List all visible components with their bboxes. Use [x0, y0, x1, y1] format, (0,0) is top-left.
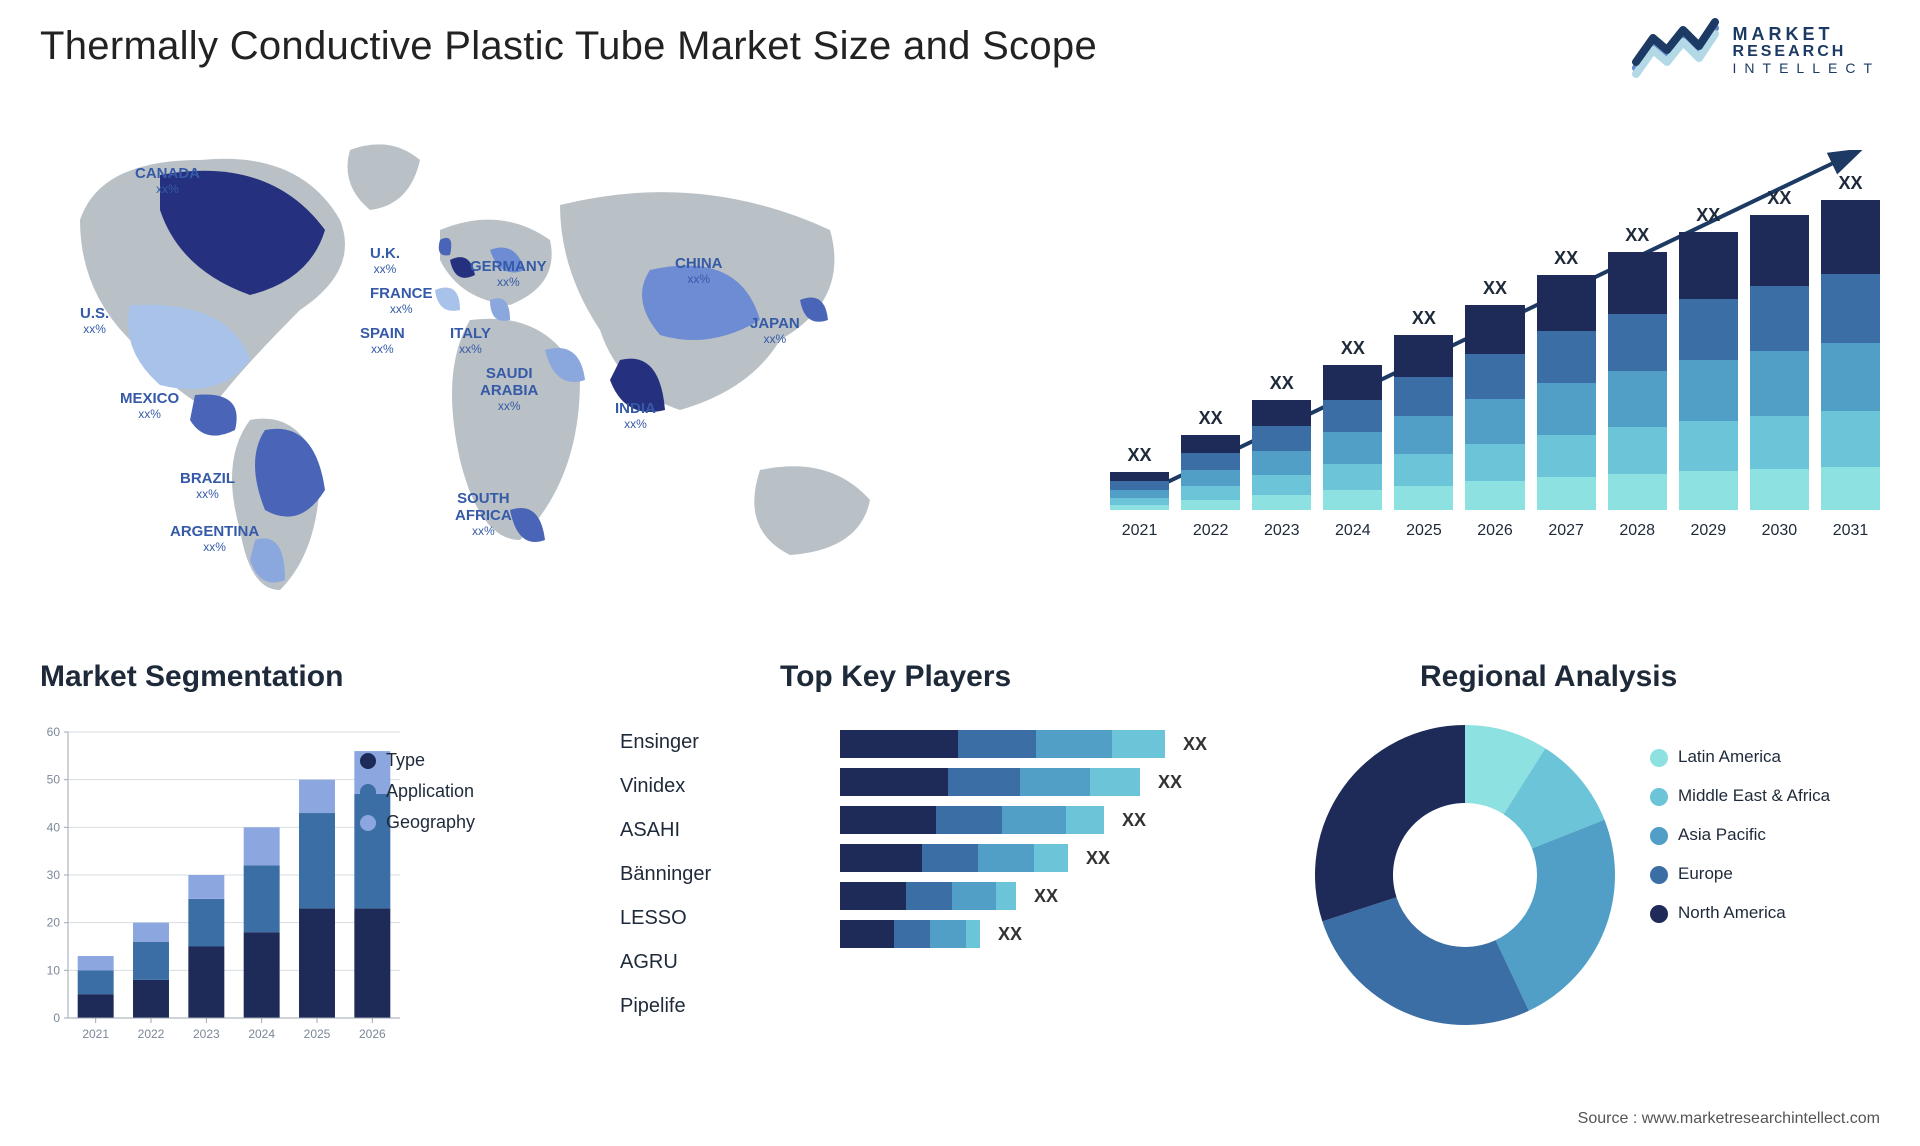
- player-bar-row: XX: [840, 844, 1270, 872]
- player-name: Ensinger: [620, 720, 795, 764]
- player-name: Bänninger: [620, 852, 795, 896]
- map-label: U.S.xx%: [80, 305, 109, 336]
- regional-donut: [1300, 710, 1630, 1040]
- map-label: ARGENTINAxx%: [170, 523, 259, 554]
- segmentation-chart: 0 10 20 30 40 50 60 2021 2022 2023 2024 2025 2026: [30, 720, 410, 1060]
- map-label: SOUTHAFRICAxx%: [455, 490, 512, 538]
- map-label: SPAINxx%: [360, 325, 405, 356]
- map-label: BRAZILxx%: [180, 470, 235, 501]
- growth-bar: XX2025: [1394, 308, 1453, 540]
- growth-bar: XX2021: [1110, 445, 1169, 540]
- legend-item: Latin America: [1650, 746, 1830, 769]
- brand-line2: RESEARCH: [1733, 44, 1880, 61]
- player-name: Pipelife: [620, 984, 795, 1028]
- world-map: CANADAxx% U.S.xx% MEXICOxx% BRAZILxx% ARGENT…: [40, 110, 960, 610]
- player-bar-row: XX: [840, 730, 1270, 758]
- source-line: Source : www.marketresearchintellect.com: [1578, 1110, 1880, 1128]
- map-label: SAUDIARABIAxx%: [480, 365, 538, 413]
- legend-item: Application: [360, 781, 475, 802]
- svg-text:2022: 2022: [138, 1027, 165, 1041]
- legend-item: Type: [360, 750, 475, 771]
- map-label: INDIAxx%: [615, 400, 656, 431]
- svg-text:20: 20: [47, 916, 61, 930]
- key-players-heading: Top Key Players: [780, 660, 1011, 694]
- player-name: ASAHI: [620, 808, 795, 852]
- growth-bar: XX2030: [1750, 188, 1809, 540]
- map-label: JAPANxx%: [750, 315, 800, 346]
- legend-item: Europe: [1650, 863, 1830, 886]
- svg-text:30: 30: [47, 868, 61, 882]
- svg-text:10: 10: [47, 963, 61, 977]
- brand-line3: INTELLECT: [1733, 61, 1880, 76]
- player-name: Vinidex: [620, 764, 795, 808]
- svg-text:60: 60: [47, 725, 61, 739]
- svg-text:2021: 2021: [82, 1027, 109, 1041]
- growth-bar: XX2026: [1465, 278, 1524, 540]
- regional-heading: Regional Analysis: [1420, 660, 1677, 694]
- key-players-bars: XX XX XX XX XX XX: [840, 720, 1270, 958]
- player-bar-row: XX: [840, 882, 1270, 910]
- legend-item: Middle East & Africa: [1650, 785, 1830, 808]
- map-label: MEXICOxx%: [120, 390, 179, 421]
- svg-text:2025: 2025: [304, 1027, 331, 1041]
- segmentation-legend: Type Application Geography: [360, 740, 475, 843]
- svg-text:0: 0: [53, 1011, 60, 1025]
- player-bar-row: XX: [840, 768, 1270, 796]
- growth-bar: XX2029: [1679, 205, 1738, 540]
- player-bar-row: XX: [840, 806, 1270, 834]
- map-label: GERMANYxx%: [470, 258, 547, 289]
- legend-item: Geography: [360, 812, 475, 833]
- svg-text:2023: 2023: [193, 1027, 220, 1041]
- svg-text:2026: 2026: [359, 1027, 386, 1041]
- legend-item: Asia Pacific: [1650, 824, 1830, 847]
- map-label: ITALYxx%: [450, 325, 491, 356]
- growth-bar: XX2027: [1537, 248, 1596, 540]
- page-title: Thermally Conductive Plastic Tube Market…: [40, 24, 1097, 69]
- regional-legend: Latin America Middle East & Africa Asia Pa…: [1650, 730, 1830, 941]
- svg-text:2024: 2024: [248, 1027, 275, 1041]
- map-label: FRANCExx%: [370, 285, 433, 316]
- player-name: LESSO: [620, 896, 795, 940]
- brand-mark-icon: [1631, 18, 1721, 82]
- player-name: AGRU: [620, 940, 795, 984]
- growth-bar: XX2028: [1608, 225, 1667, 540]
- svg-text:50: 50: [47, 773, 61, 787]
- map-label: CANADAxx%: [135, 165, 200, 196]
- map-label: CHINAxx%: [675, 255, 723, 286]
- growth-bar: XX2024: [1323, 338, 1382, 540]
- growth-bar: XX2031: [1821, 173, 1880, 540]
- segmentation-heading: Market Segmentation: [40, 660, 343, 694]
- brand-line1: MARKET: [1733, 25, 1880, 44]
- legend-item: North America: [1650, 902, 1830, 925]
- key-players-list: EnsingerVinidexASAHIBänningerLESSOAGRUPi…: [620, 720, 795, 1028]
- map-label: U.K.xx%: [370, 245, 400, 276]
- growth-chart: XX2021XX2022XX2023XX2024XX2025XX2026XX20…: [1110, 150, 1880, 580]
- brand-logo: MARKET RESEARCH INTELLECT: [1631, 18, 1880, 82]
- svg-text:40: 40: [47, 820, 61, 834]
- player-bar-row: XX: [840, 920, 1270, 948]
- growth-bar: XX2022: [1181, 408, 1240, 540]
- growth-bar: XX2023: [1252, 373, 1311, 540]
